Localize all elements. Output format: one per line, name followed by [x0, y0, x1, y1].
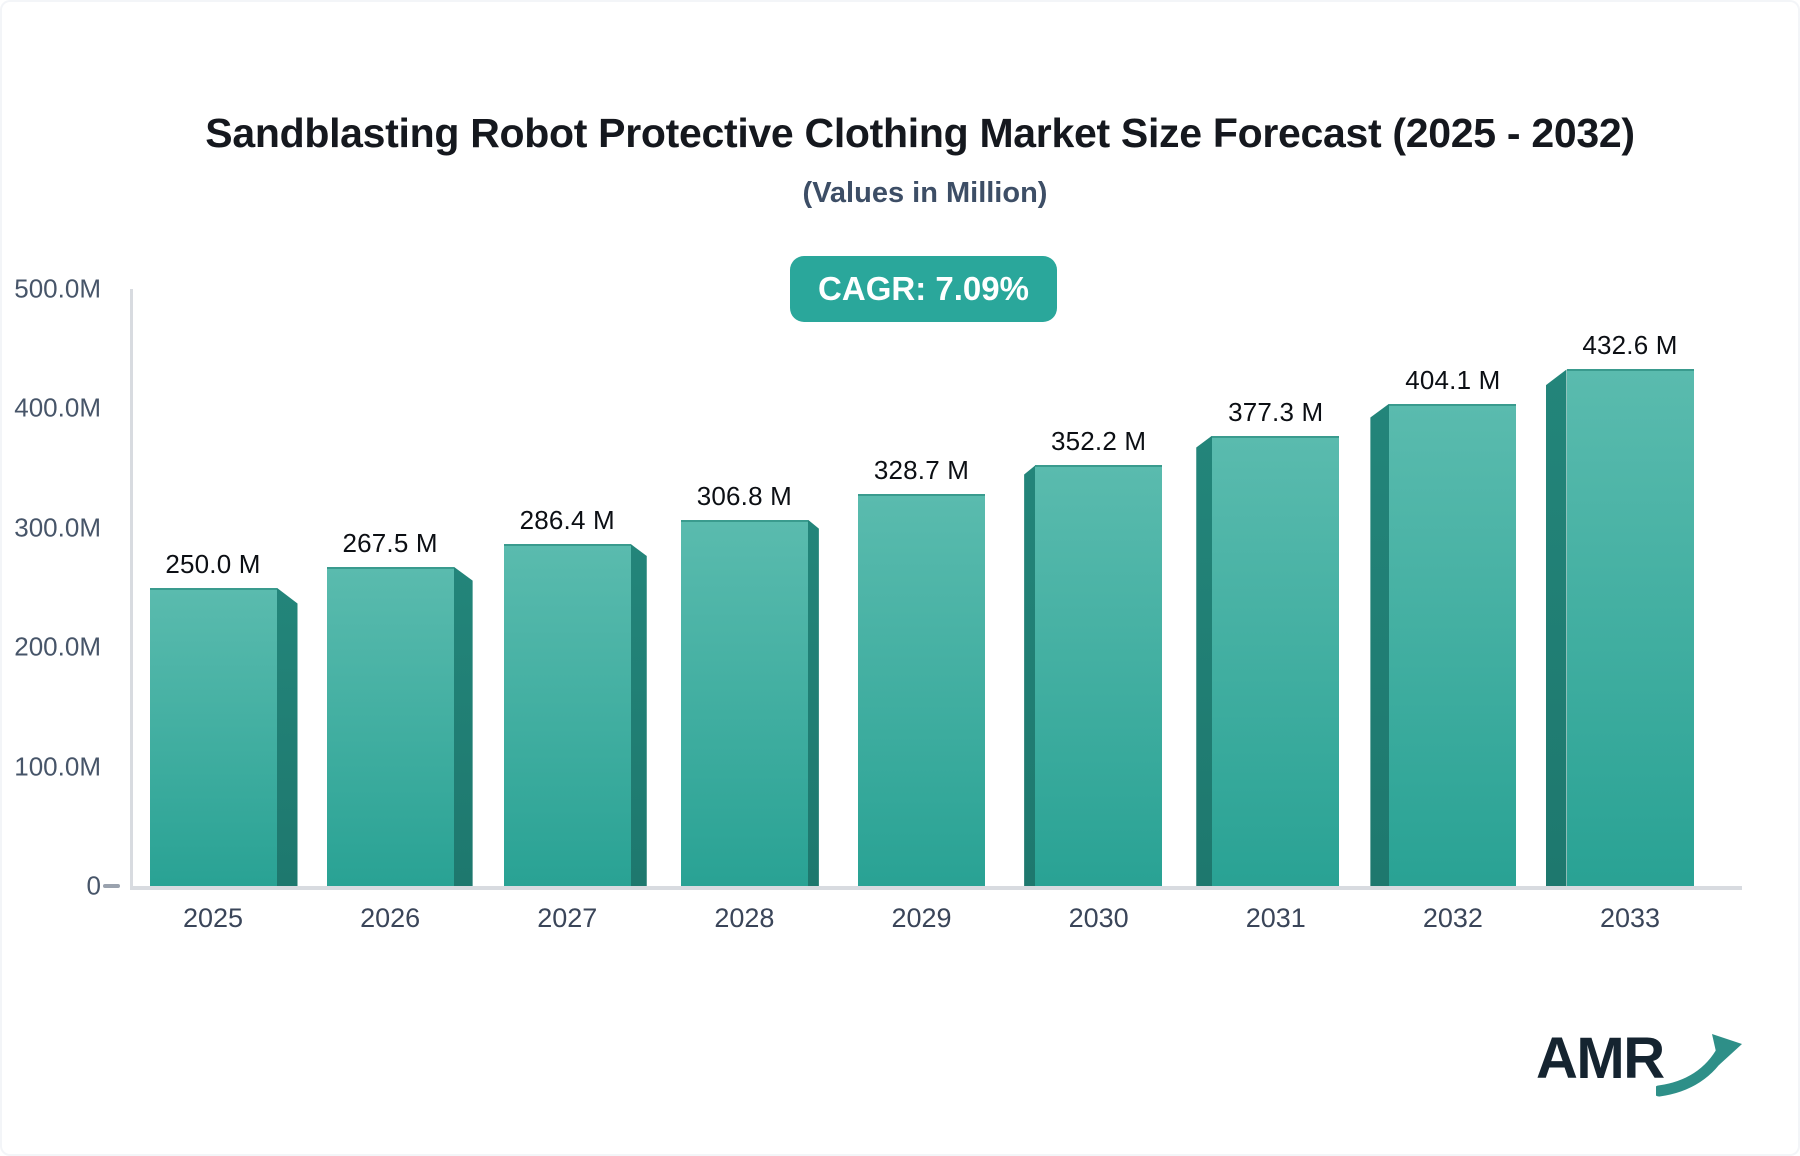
x-axis-label-2029: 2029 [891, 903, 952, 933]
bar-3d-side-2031 [1196, 435, 1213, 886]
bar-3d-side-2033 [1545, 369, 1567, 886]
x-axis-label-2028: 2028 [714, 903, 775, 933]
bar-value-label-2025: 250.0 M [165, 548, 261, 579]
bar-2031 [1212, 435, 1340, 886]
bar-2033 [1566, 369, 1694, 886]
y-tick-label-400.0M: 400.0M [14, 392, 101, 423]
x-axis-label-2033: 2033 [1599, 903, 1661, 933]
bar-2029 [858, 493, 985, 886]
y-tick-label-100.0M: 100.0M [14, 751, 101, 782]
x-axis-label-2025: 2025 [182, 903, 244, 933]
bar-value-label-2032: 404.1 M [1405, 364, 1501, 395]
bar-3d-side-2028 [807, 519, 819, 886]
x-axis-label-2031: 2031 [1245, 903, 1306, 933]
bar-value-label-2029: 328.7 M [873, 454, 970, 485]
bar-3d-side-2027 [630, 544, 647, 886]
bar-2027 [503, 544, 631, 886]
bar-value-label-2031: 377.3 M [1228, 396, 1324, 427]
bar-value-label-2027: 286.4 M [519, 505, 615, 536]
bar-3d-side-2032 [1370, 403, 1390, 886]
x-axis-baseline [130, 886, 1742, 890]
bar-3d-side-2030 [1024, 465, 1036, 886]
y-axis-line [130, 289, 133, 889]
y-tick-label-0: 0 [86, 870, 101, 901]
chart-title: Sandblasting Robot Protective Clothing M… [205, 110, 1635, 156]
y-tick-label-200.0M: 200.0M [14, 631, 101, 662]
x-axis-label-2026: 2026 [360, 903, 421, 933]
amr-logo-text: AMR [1536, 1026, 1665, 1091]
y-tick-label-500.0M: 500.0M [14, 273, 101, 304]
y-tick-label-300.0M: 300.0M [14, 512, 101, 543]
zero-tick-mark [103, 884, 120, 888]
bar-value-label-2028: 306.8 M [696, 480, 793, 511]
x-axis-label-2030: 2030 [1068, 903, 1129, 933]
bar-2025 [149, 587, 277, 886]
amr-logo-arrow-icon [1655, 1034, 1742, 1097]
amr-logo: AMR [1536, 1030, 1744, 1098]
bar-value-label-2033: 432.6 M [1582, 330, 1678, 361]
bar-value-label-2030: 352.2 M [1050, 426, 1147, 457]
x-axis-label-2032: 2032 [1422, 903, 1483, 933]
bar-2028 [680, 519, 808, 886]
bar-3d-side-2025 [276, 587, 298, 886]
cagr-badge: CAGR: 7.09% [790, 256, 1057, 322]
bar-2026 [326, 566, 454, 886]
x-axis-label-2027: 2027 [537, 903, 598, 933]
chart-subtitle: (Values in Million) [802, 177, 1048, 209]
bar-2030 [1035, 465, 1163, 886]
bar-3d-side-2026 [453, 566, 473, 886]
bar-2032 [1389, 403, 1517, 886]
bar-value-label-2026: 267.5 M [342, 527, 438, 558]
